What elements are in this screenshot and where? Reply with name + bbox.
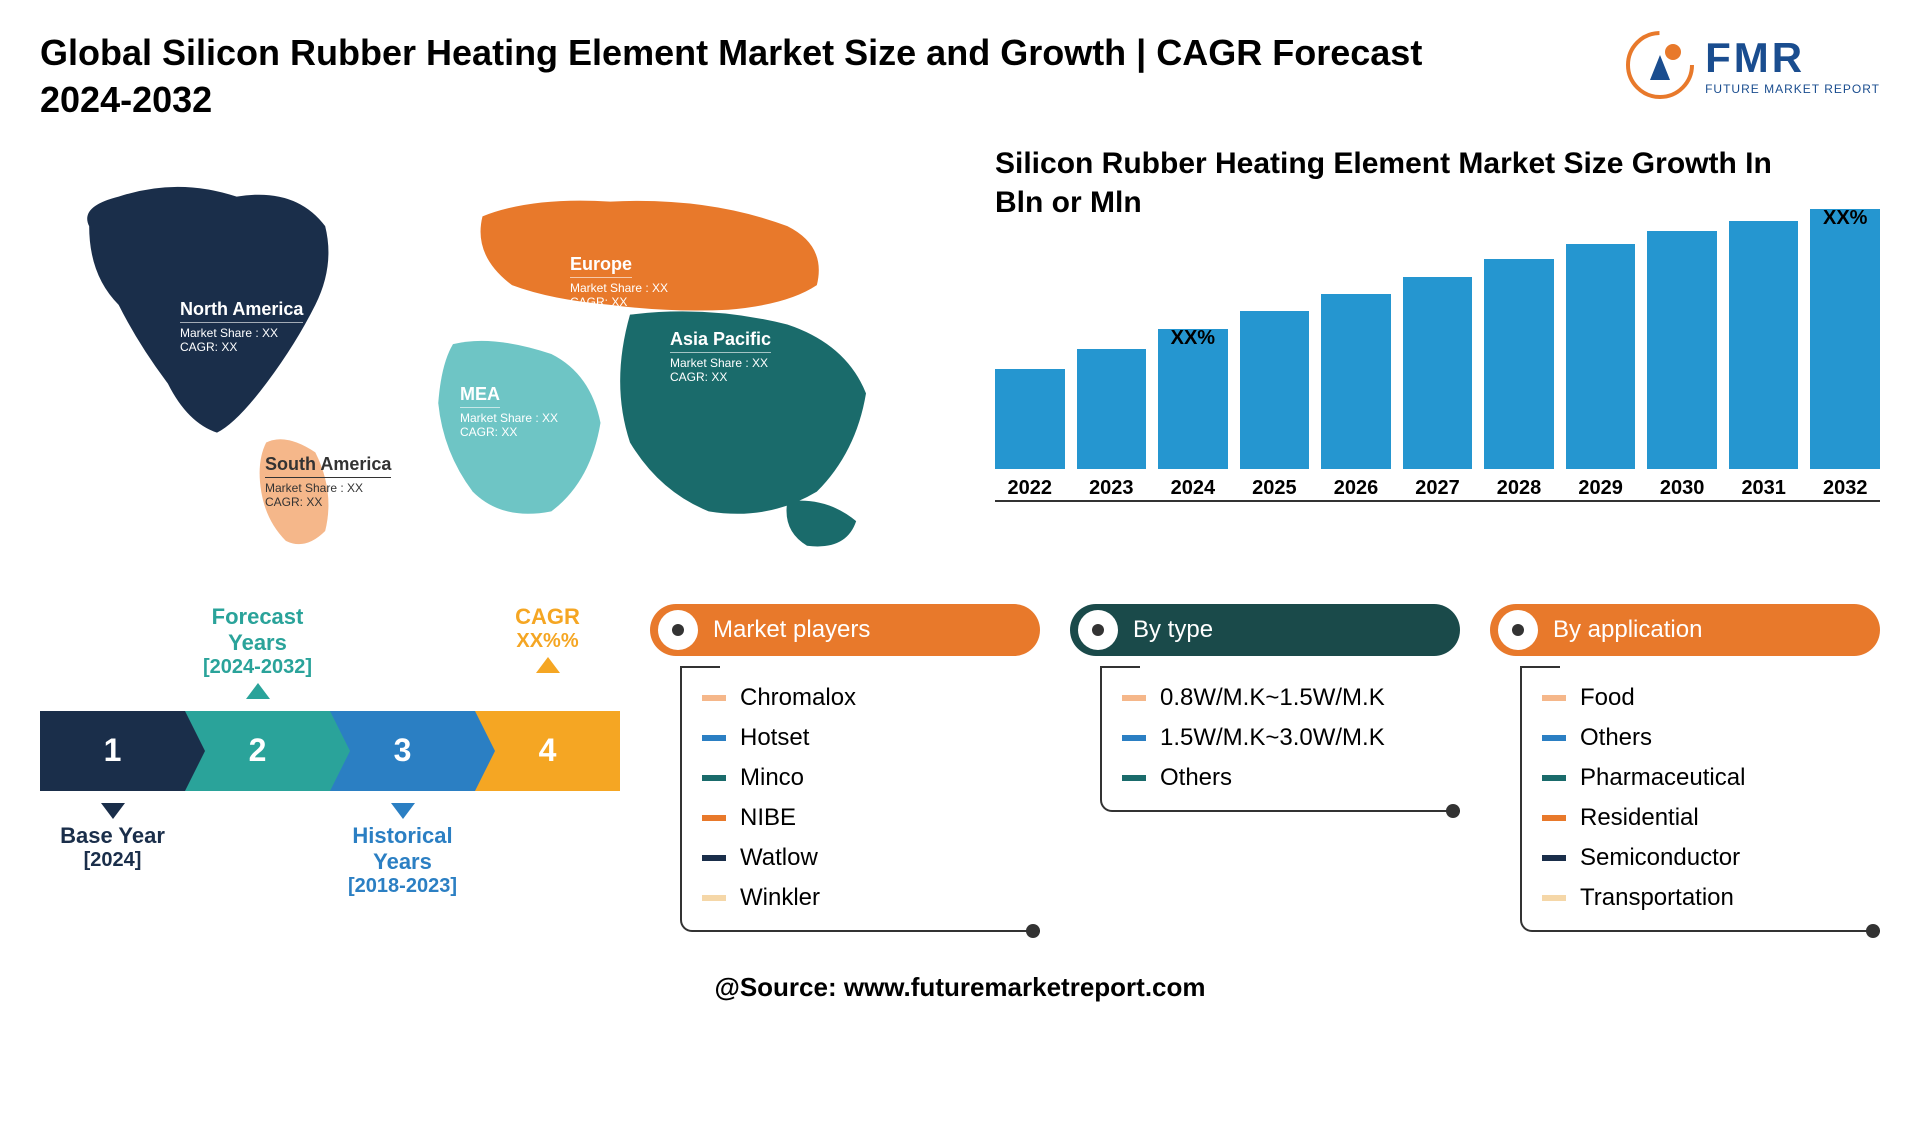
- bar-2027: 2027: [1403, 277, 1473, 500]
- bar-2026: 2026: [1321, 294, 1391, 500]
- bar-2024: XX%2024: [1158, 329, 1228, 500]
- logo-icon: [1625, 30, 1695, 100]
- timeline-label: CAGRXX%%: [475, 604, 620, 653]
- logo-sub: FUTURE MARKET REPORT: [1705, 82, 1880, 96]
- bar-chart: Silicon Rubber Heating Element Market Si…: [965, 144, 1880, 564]
- list-item: Others: [1122, 758, 1460, 798]
- timeline-seg-1: 1: [40, 711, 185, 791]
- bar-2030: 2030: [1647, 231, 1717, 500]
- category-market-players: Market players ChromaloxHotsetMincoNIBEWa…: [650, 604, 1040, 932]
- list-item: 1.5W/M.K~3.0W/M.K: [1122, 718, 1460, 758]
- region-europe: EuropeMarket Share : XXCAGR: XX: [570, 254, 668, 309]
- chart-title: Silicon Rubber Heating Element Market Si…: [995, 144, 1880, 222]
- bar-2025: 2025: [1240, 311, 1310, 500]
- bar-2023: 2023: [1077, 349, 1147, 500]
- timeline-seg-3: 3: [330, 711, 475, 791]
- list-item: NIBE: [702, 798, 1040, 838]
- list-item: Others: [1542, 718, 1880, 758]
- page-title: Global Silicon Rubber Heating Element Ma…: [40, 30, 1440, 124]
- bar-2032: XX%2032: [1810, 209, 1880, 500]
- list-item: Watlow: [702, 838, 1040, 878]
- region-mea: MEAMarket Share : XXCAGR: XX: [460, 384, 558, 439]
- category-by-type: By type 0.8W/M.K~1.5W/M.K1.5W/M.K~3.0W/M.…: [1070, 604, 1460, 932]
- timeline: Forecast Years[2024-2032] CAGRXX%% 1234 B…: [40, 604, 620, 898]
- timeline-label: Base Year[2024]: [40, 823, 185, 872]
- bar-2028: 2028: [1484, 259, 1554, 500]
- list-item: Minco: [702, 758, 1040, 798]
- map-svg: [40, 144, 925, 564]
- logo-fmr: FMR: [1705, 34, 1880, 82]
- bar-2029: 2029: [1566, 244, 1636, 500]
- category-header: By type: [1070, 604, 1460, 656]
- list-item: Chromalox: [702, 678, 1040, 718]
- list-item: Transportation: [1542, 878, 1880, 918]
- category-header: Market players: [650, 604, 1040, 656]
- region-asia-pacific: Asia PacificMarket Share : XXCAGR: XX: [670, 329, 771, 384]
- list-item: Food: [1542, 678, 1880, 718]
- category-by-application: By application FoodOthersPharmaceuticalRe…: [1490, 604, 1880, 932]
- list-item: Semiconductor: [1542, 838, 1880, 878]
- list-item: Residential: [1542, 798, 1880, 838]
- timeline-label: Historical Years[2018-2023]: [330, 823, 475, 898]
- list-item: Hotset: [702, 718, 1040, 758]
- logo: FMR FUTURE MARKET REPORT: [1625, 30, 1880, 100]
- bar-2031: 2031: [1729, 221, 1799, 500]
- list-item: 0.8W/M.K~1.5W/M.K: [1122, 678, 1460, 718]
- source-text: @Source: www.futuremarketreport.com: [40, 972, 1880, 1003]
- region-north-america: North AmericaMarket Share : XXCAGR: XX: [180, 299, 303, 354]
- region-south-america: South AmericaMarket Share : XXCAGR: XX: [265, 454, 391, 509]
- category-header: By application: [1490, 604, 1880, 656]
- list-item: Pharmaceutical: [1542, 758, 1880, 798]
- timeline-seg-4: 4: [475, 711, 620, 791]
- bar-2022: 2022: [995, 369, 1065, 500]
- list-item: Winkler: [702, 878, 1040, 918]
- timeline-label: Forecast Years[2024-2032]: [185, 604, 330, 679]
- world-map: North AmericaMarket Share : XXCAGR: XX So…: [40, 144, 925, 564]
- timeline-seg-2: 2: [185, 711, 330, 791]
